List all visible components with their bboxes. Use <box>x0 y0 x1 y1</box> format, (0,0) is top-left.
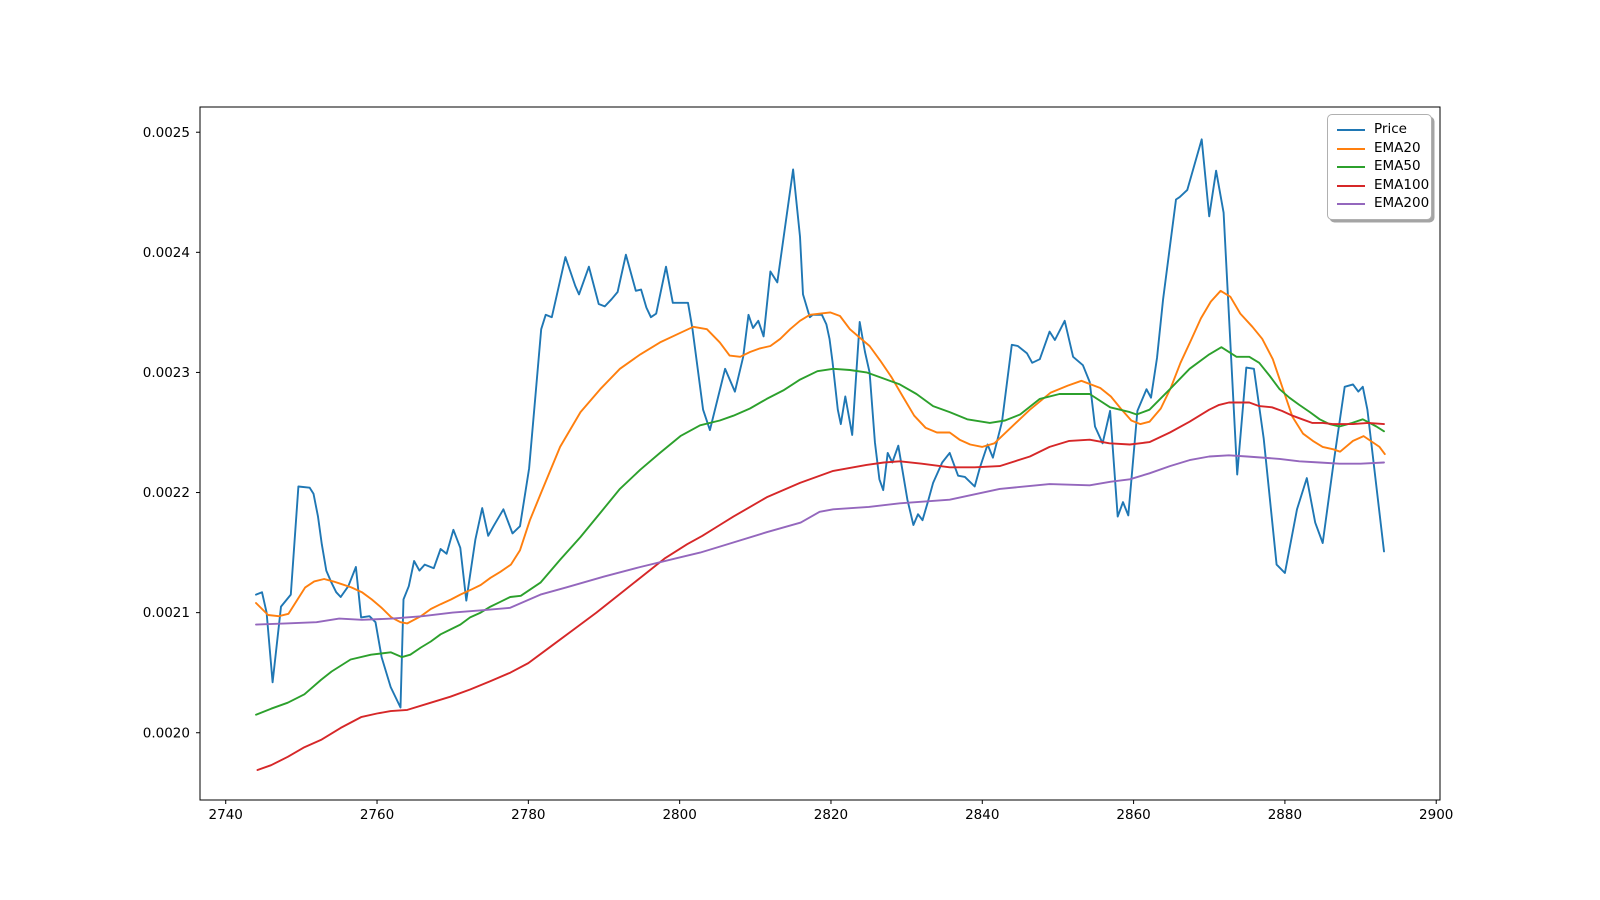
legend-label: EMA100 <box>1374 176 1430 193</box>
legend-label: Price <box>1374 121 1407 138</box>
y-tick-label: 0.0020 <box>143 725 190 741</box>
x-tick-label: 2860 <box>1116 807 1150 823</box>
legend-entry-ema200: EMA200 <box>1337 196 1429 212</box>
legend-entry-ema20: EMA20 <box>1337 141 1422 157</box>
y-tick-label: 0.0022 <box>143 485 190 501</box>
series-line-ema20 <box>255 289 1386 625</box>
x-tick-label: 2760 <box>360 807 394 823</box>
x-tick-label: 2840 <box>965 807 999 823</box>
series-line-ema100 <box>256 401 1385 771</box>
legend-entry-ema100: EMA100 <box>1337 178 1429 194</box>
x-tick-label: 2800 <box>662 807 696 823</box>
y-tick-label: 0.0021 <box>143 605 190 621</box>
y-tick-label: 0.0025 <box>143 125 190 141</box>
legend-entry-price: Price <box>1337 122 1422 138</box>
legend-line-swatch <box>1337 129 1365 131</box>
legend-label: EMA50 <box>1374 158 1421 175</box>
legend-line-swatch <box>1337 203 1365 205</box>
x-tick-label: 2820 <box>814 807 848 823</box>
legend-line-swatch <box>1337 166 1365 168</box>
series-line-ema200 <box>255 454 1385 626</box>
y-tick-label: 0.0024 <box>143 245 190 261</box>
legend-entry-ema50: EMA50 <box>1337 159 1422 175</box>
legend-label: EMA200 <box>1374 195 1430 212</box>
x-tick-label: 2780 <box>511 807 545 823</box>
series-line-price <box>255 138 1385 709</box>
y-tick-label: 0.0023 <box>143 365 190 381</box>
axes-frame <box>199 106 1441 801</box>
x-tick-label: 2900 <box>1419 807 1453 823</box>
x-tick-label: 2740 <box>209 807 243 823</box>
legend: Price EMA20 EMA50 EMA100 EMA200 <box>1327 114 1432 220</box>
legend-label: EMA20 <box>1374 139 1421 156</box>
x-tick-label: 2880 <box>1268 807 1302 823</box>
legend-line-swatch <box>1337 147 1365 150</box>
legend-line-swatch <box>1337 184 1365 187</box>
series-line-ema50 <box>255 346 1385 716</box>
